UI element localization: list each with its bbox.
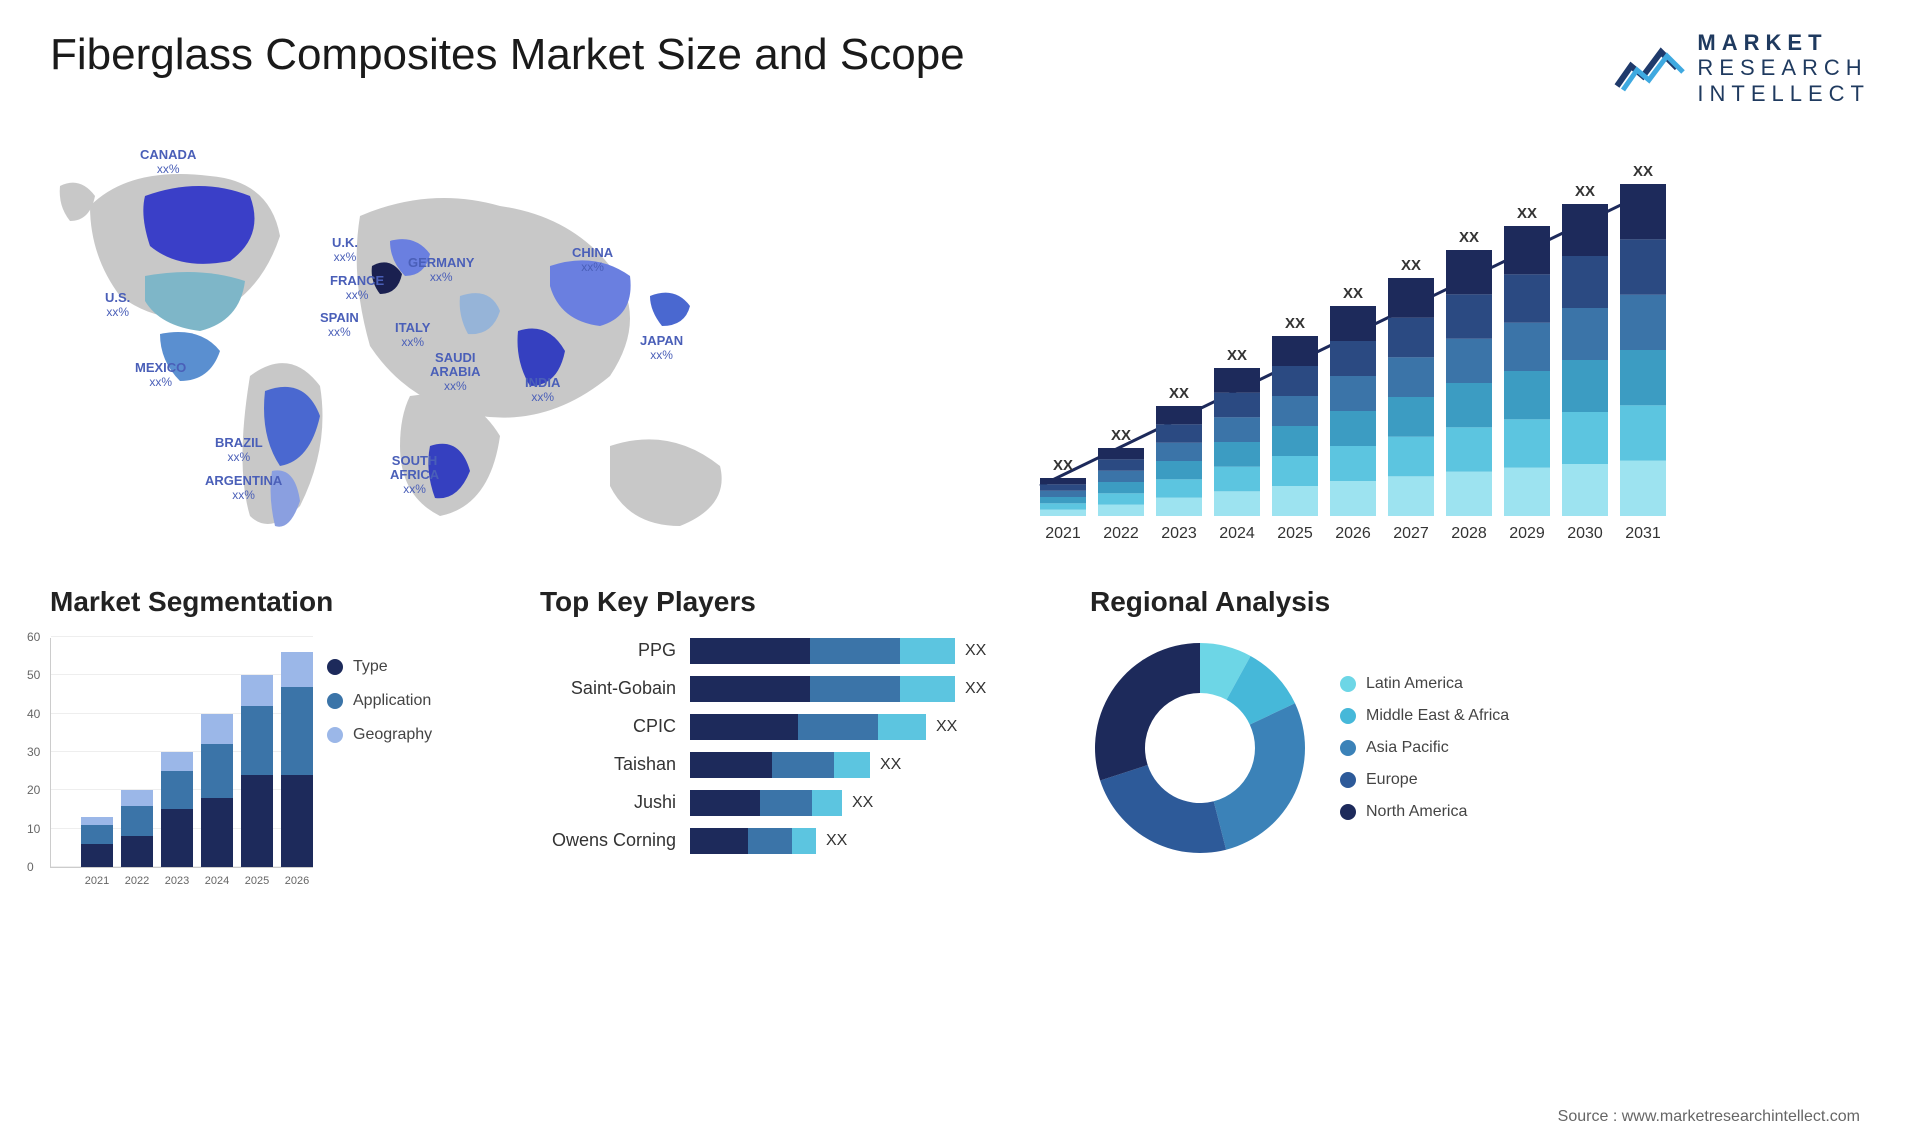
player-row: CPICXX (540, 714, 1060, 740)
svg-text:XX: XX (1111, 427, 1131, 444)
svg-text:XX: XX (1575, 183, 1595, 200)
country-label: GERMANYxx% (408, 256, 474, 285)
country-label: JAPANxx% (640, 334, 683, 363)
regional-legend: Latin America Middle East & Africa Asia Pa… (1340, 675, 1509, 821)
country-label: SAUDIARABIAxx% (430, 351, 481, 394)
country-label: U.S.xx% (105, 291, 130, 320)
svg-text:2023: 2023 (1161, 525, 1197, 542)
player-row: PPGXX (540, 638, 1060, 664)
seg-bar: 2025 (241, 675, 273, 867)
seg-bar: 2024 (201, 714, 233, 867)
svg-text:2029: 2029 (1509, 525, 1545, 542)
growth-chart-panel: XX 2021 XX 2022 XX 2023 XX 2024 XX 2025 XX 2026 XX 20… (850, 126, 1870, 556)
country-label: FRANCExx% (330, 274, 384, 303)
legend-item: Latin America (1340, 675, 1509, 693)
svg-text:2030: 2030 (1567, 525, 1603, 542)
seg-bar: 2026 (281, 652, 313, 867)
country-label: BRAZILxx% (215, 436, 263, 465)
svg-text:XX: XX (1343, 285, 1363, 302)
brand-logo: MARKET RESEARCH INTELLECT (1613, 30, 1870, 106)
seg-bar: 2021 (81, 817, 113, 867)
country-label: CANADAxx% (140, 148, 196, 177)
players-title: Top Key Players (540, 586, 1060, 618)
svg-text:2022: 2022 (1103, 525, 1139, 542)
player-row: JushiXX (540, 790, 1060, 816)
legend-item: Application (327, 692, 432, 710)
svg-text:XX: XX (1517, 205, 1537, 222)
country-label: ITALYxx% (395, 321, 430, 350)
legend-item: Geography (327, 726, 432, 744)
country-label: SOUTHAFRICAxx% (390, 454, 439, 497)
logo-mark-icon (1613, 42, 1685, 94)
country-label: MEXICOxx% (135, 361, 186, 390)
legend-item: Asia Pacific (1340, 739, 1509, 757)
seg-bar: 2023 (161, 752, 193, 867)
svg-text:2024: 2024 (1219, 525, 1255, 542)
legend-item: Type (327, 658, 432, 676)
svg-text:2028: 2028 (1451, 525, 1487, 542)
svg-text:XX: XX (1633, 163, 1653, 180)
svg-text:XX: XX (1169, 385, 1189, 402)
country-label: CHINAxx% (572, 246, 613, 275)
logo-line3: INTELLECT (1697, 81, 1870, 106)
segmentation-legend: Type Application Geography (327, 638, 432, 868)
regional-panel: Regional Analysis Latin America Middle Ea… (1090, 586, 1870, 906)
svg-text:2031: 2031 (1625, 525, 1661, 542)
player-row: Saint-GobainXX (540, 676, 1060, 702)
logo-line2: RESEARCH (1697, 55, 1870, 80)
page-title: Fiberglass Composites Market Size and Sc… (50, 30, 965, 80)
world-map-panel: CANADAxx% U.S.xx% MEXICOxx% BRAZILxx% ARGENT… (50, 126, 810, 556)
source-attribution: Source : www.marketresearchintellect.com (1558, 1108, 1860, 1126)
regional-title: Regional Analysis (1090, 586, 1870, 618)
svg-text:2021: 2021 (1045, 525, 1081, 542)
svg-text:XX: XX (1053, 457, 1073, 474)
legend-item: Europe (1340, 771, 1509, 789)
svg-text:2027: 2027 (1393, 525, 1429, 542)
regional-donut-chart (1090, 638, 1310, 858)
svg-text:XX: XX (1401, 257, 1421, 274)
player-row: TaishanXX (540, 752, 1060, 778)
country-label: U.K.xx% (332, 236, 358, 265)
legend-item: Middle East & Africa (1340, 707, 1509, 725)
svg-text:XX: XX (1227, 347, 1247, 364)
logo-line1: MARKET (1697, 30, 1870, 55)
svg-text:2025: 2025 (1277, 525, 1313, 542)
seg-bar: 2022 (121, 790, 153, 867)
svg-text:XX: XX (1285, 315, 1305, 332)
segmentation-bar-chart: 0102030405060202120222023202420252026 (50, 638, 313, 868)
players-bar-chart: PPGXX Saint-GobainXX CPICXX TaishanXX JushiX… (540, 638, 1060, 854)
segmentation-title: Market Segmentation (50, 586, 510, 618)
country-label: SPAINxx% (320, 311, 359, 340)
country-label: ARGENTINAxx% (205, 474, 282, 503)
growth-bar-chart: XX 2021 XX 2022 XX 2023 XX 2024 XX 2025 XX 2026 XX 20… (850, 146, 1870, 556)
players-panel: Top Key Players PPGXX Saint-GobainXX CPICX… (540, 586, 1060, 906)
legend-item: North America (1340, 803, 1509, 821)
player-row: Owens CorningXX (540, 828, 1060, 854)
svg-text:XX: XX (1459, 229, 1479, 246)
svg-text:2026: 2026 (1335, 525, 1371, 542)
country-label: INDIAxx% (525, 376, 560, 405)
segmentation-panel: Market Segmentation 01020304050602021202… (50, 586, 510, 906)
